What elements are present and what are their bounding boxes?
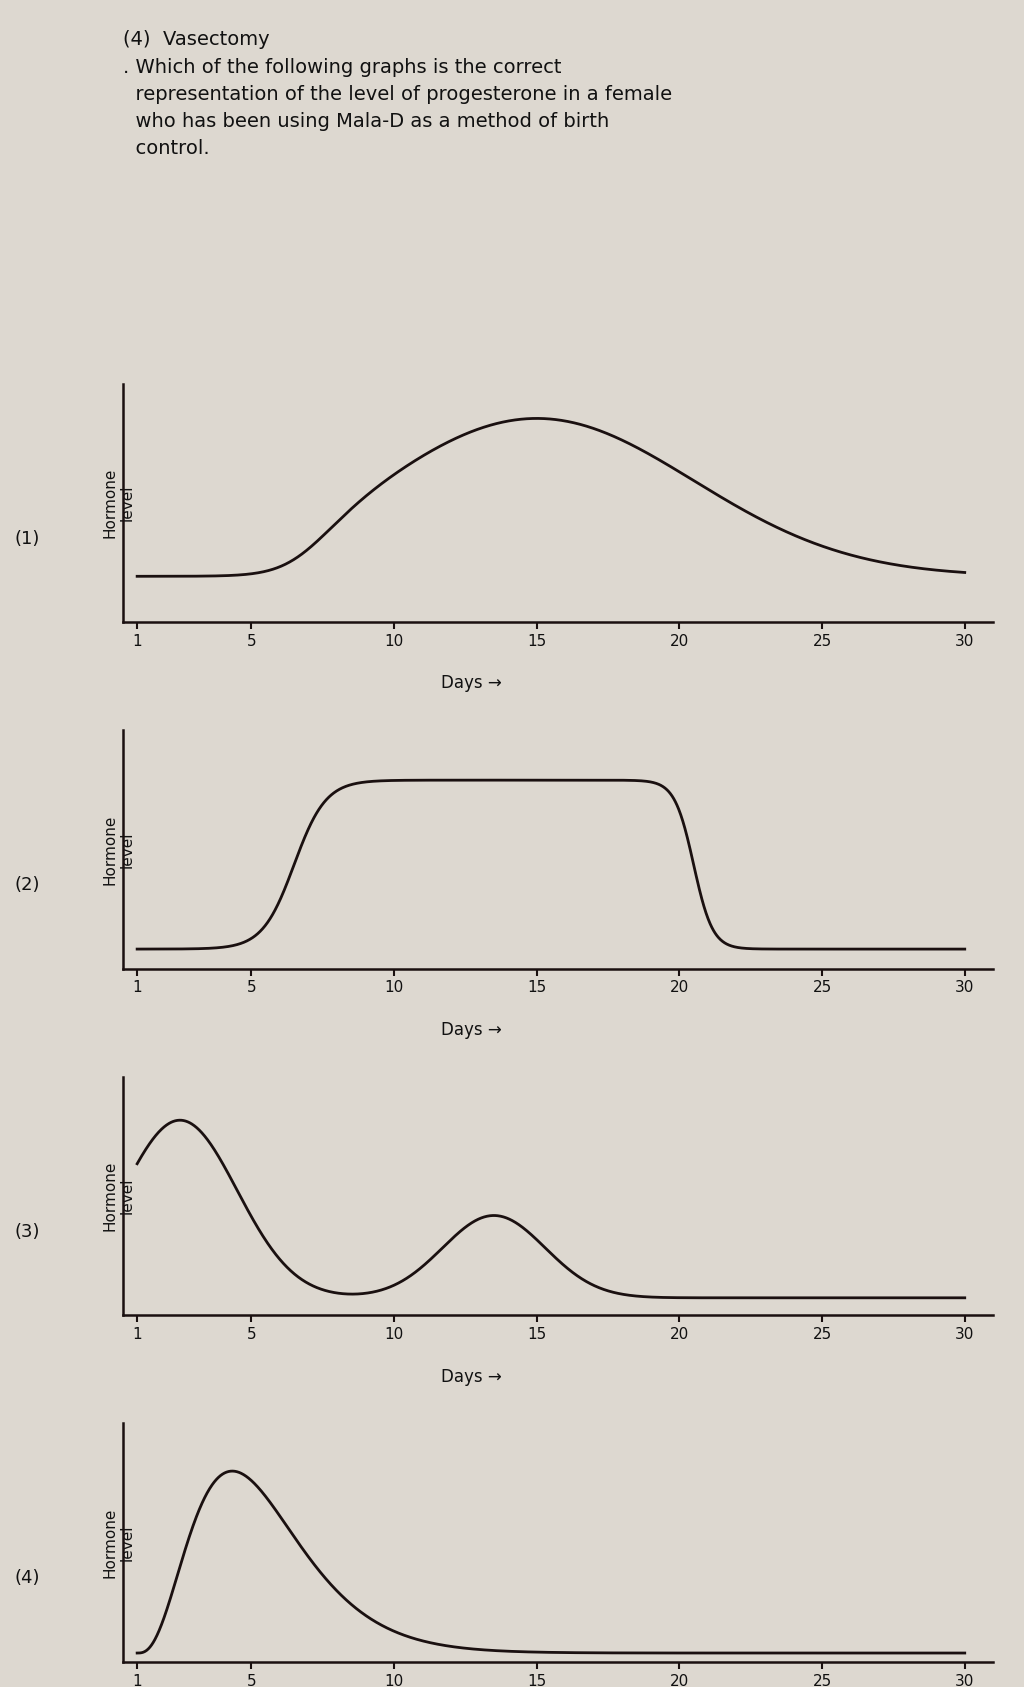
Y-axis label: Hormone
level: Hormone level: [102, 1161, 135, 1232]
Text: (4)  Vasectomy
. Which of the following graphs is the correct
  representation o: (4) Vasectomy . Which of the following g…: [123, 30, 672, 159]
Text: (1): (1): [14, 530, 40, 548]
Text: Days →: Days →: [440, 1021, 502, 1039]
Y-axis label: Hormone
level: Hormone level: [102, 815, 135, 884]
Y-axis label: Hormone
level: Hormone level: [102, 1508, 135, 1577]
Text: (3): (3): [14, 1223, 40, 1240]
Text: (4): (4): [14, 1569, 40, 1587]
Text: Days →: Days →: [440, 675, 502, 692]
Text: (2): (2): [14, 876, 40, 894]
Text: Days →: Days →: [440, 1368, 502, 1385]
Y-axis label: Hormone
level: Hormone level: [102, 467, 135, 538]
